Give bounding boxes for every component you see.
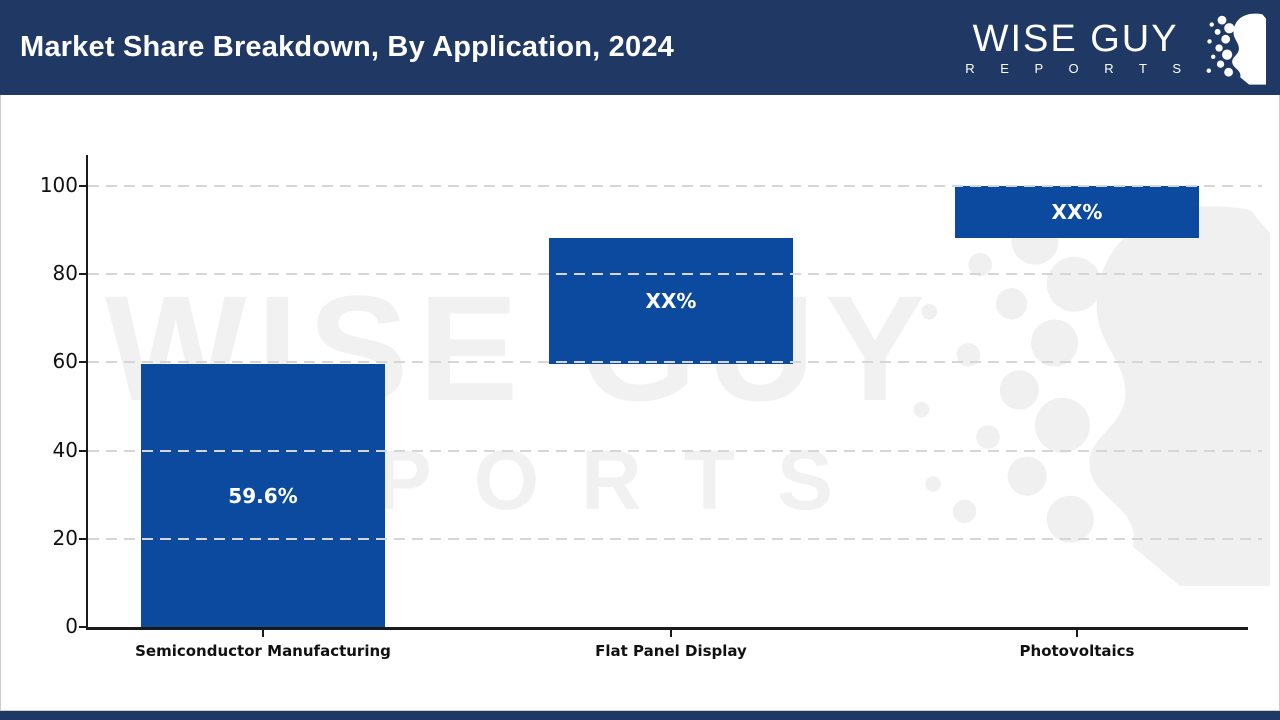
bar-photovoltaics: XX%: [955, 186, 1199, 239]
gridline-60: [88, 361, 1262, 364]
y-axis-spine: [86, 155, 88, 630]
page-title: Market Share Breakdown, By Application, …: [20, 31, 674, 63]
bar-semiconductor-manufacturing: 59.6%: [141, 364, 385, 627]
brand-head-icon: [1206, 13, 1266, 85]
bar-value-label: 59.6%: [228, 483, 298, 508]
y-tick-mark-60: [79, 361, 87, 364]
y-tick-mark-100: [79, 185, 87, 187]
footer-bar: [0, 711, 1280, 720]
bar-value-label: XX%: [1051, 200, 1103, 225]
gridline-20: [88, 537, 1262, 540]
y-tick-mark-80: [79, 273, 87, 276]
left-edge-line: [0, 95, 1, 711]
y-tick-mark-20: [79, 537, 87, 540]
brand-logo: WISE GUY R E P O R T S: [959, 6, 1266, 90]
gridline-80: [88, 273, 1262, 276]
x-tick-label-2: Flat Panel Display: [595, 642, 747, 660]
y-tick-mark-40: [79, 449, 87, 452]
x-tick-mark-1: [262, 629, 264, 637]
bar-value-label: XX%: [645, 289, 697, 314]
x-axis-spine: [86, 627, 1248, 630]
bar-flat-panel-display: XX%: [549, 238, 793, 365]
bottom-edge-line: [0, 710, 1280, 711]
gridline-100: [88, 185, 1262, 187]
y-tick-label-0: 0: [65, 614, 78, 638]
x-tick-label-3: Photovoltaics: [1019, 642, 1135, 660]
chart-plot-area: 0 20 40 60 80 100 59.6% XX% XX% Semiconductor Man…: [0, 95, 1280, 712]
y-tick-label-60: 60: [52, 349, 78, 374]
x-tick-mark-2: [670, 629, 672, 637]
brand-subtitle: R E P O R T S: [965, 61, 1192, 77]
brand-name: WISE GUY: [972, 17, 1179, 60]
header-bar: Market Share Breakdown, By Application, …: [0, 0, 1280, 95]
y-tick-label-80: 80: [52, 261, 78, 286]
y-tick-label-40: 40: [52, 437, 78, 462]
y-tick-label-20: 20: [52, 525, 78, 550]
watermark-head-icon: [913, 206, 1270, 586]
x-tick-label-1: Semiconductor Manufacturing: [135, 642, 391, 660]
y-tick-label-100: 100: [39, 173, 78, 197]
brand-logo-text: WISE GUY R E P O R T S: [959, 17, 1192, 77]
y-tick-mark-0: [79, 626, 87, 628]
x-tick-mark-3: [1076, 629, 1078, 637]
gridline-40: [88, 449, 1262, 452]
